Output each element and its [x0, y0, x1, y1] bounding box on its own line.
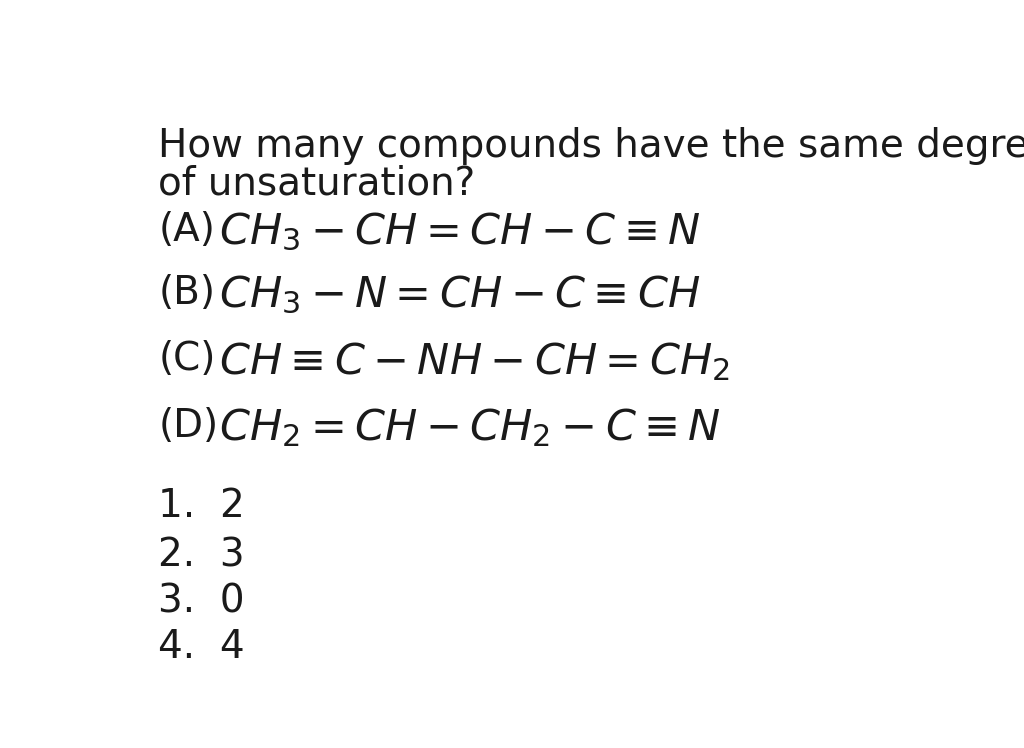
Text: of unsaturation?: of unsaturation?	[158, 165, 475, 203]
Text: $CH\equiv C-NH-CH=CH_2$: $CH\equiv C-NH-CH=CH_2$	[219, 340, 730, 383]
Text: (B): (B)	[158, 274, 215, 312]
Text: How many compounds have the same degree: How many compounds have the same degree	[158, 127, 1024, 165]
Text: $CH_2=CH-CH_2-C\equiv N$: $CH_2=CH-CH_2-C\equiv N$	[219, 407, 721, 450]
Text: (D): (D)	[158, 407, 218, 444]
Text: 3.  0: 3. 0	[158, 582, 245, 620]
Text: $CH_3-N=CH-C\equiv CH$: $CH_3-N=CH-C\equiv CH$	[219, 274, 700, 316]
Text: 2.  3: 2. 3	[158, 536, 245, 574]
Text: 4.  4: 4. 4	[158, 628, 245, 666]
Text: 1.  2: 1. 2	[158, 487, 245, 525]
Text: (C): (C)	[158, 340, 215, 378]
Text: $CH_3-CH=CH-C\equiv N$: $CH_3-CH=CH-C\equiv N$	[219, 211, 700, 253]
Text: (A): (A)	[158, 211, 215, 249]
